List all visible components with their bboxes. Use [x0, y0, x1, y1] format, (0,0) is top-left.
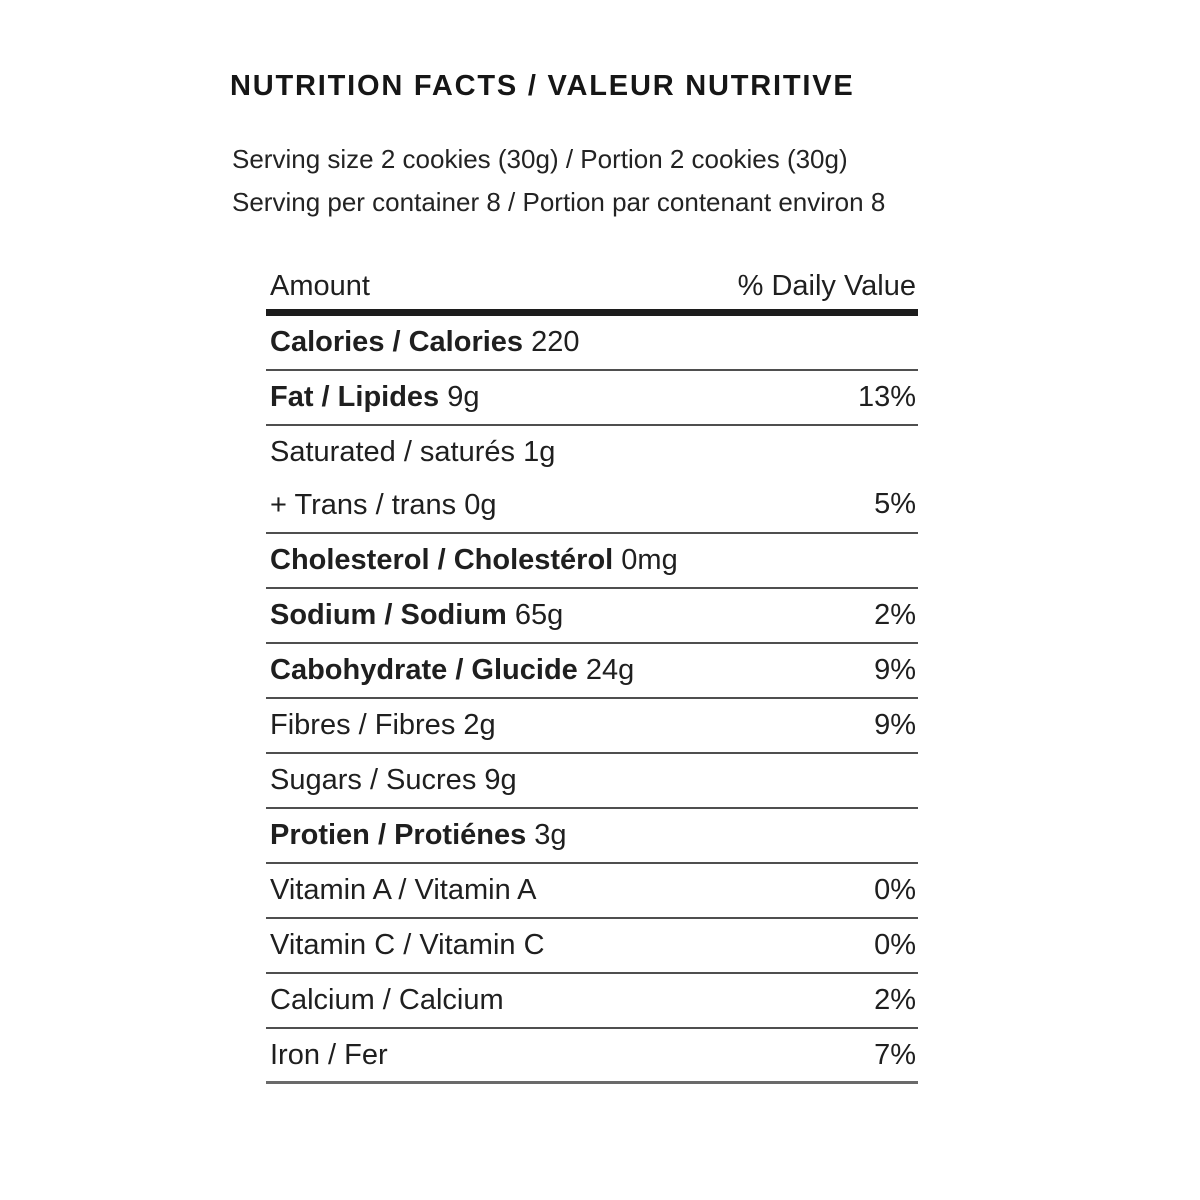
nutrient-amount: 9g [447, 381, 480, 413]
nutrient-name: Cholesterol / Cholestérol [270, 544, 614, 576]
nutrient-name: Protien / Protiénes [270, 819, 527, 851]
nutrient-amount: 220 [531, 326, 580, 358]
servings-per-container-line: Serving per container 8 / Portion par co… [232, 187, 886, 217]
daily-value-percent: 0% [874, 874, 916, 906]
table-row-protein: Protien / Protiénes 3g [266, 809, 918, 864]
daily-value-percent: 5% [874, 488, 916, 520]
daily-value-percent: 9% [874, 654, 916, 686]
serving-size-line: Serving size 2 cookies (30g) / Portion 2… [232, 144, 848, 174]
nutrient-name: Iron / Fer [270, 1038, 388, 1071]
nutrient-amount: 1g [523, 436, 556, 468]
table-row-fibre: Fibres / Fibres 2g 9% [266, 699, 918, 754]
nutrient-amount: 3g [534, 819, 567, 851]
table-header-row: Amount % Daily Value [266, 270, 918, 316]
nutrient-name: Calcium / Calcium [270, 984, 504, 1016]
serving-info: Serving size 2 cookies (30g) / Portion 2… [232, 138, 885, 224]
nutrient-amount: 0mg [621, 544, 678, 576]
nutrient-name: Saturated / saturés [270, 436, 516, 468]
table-row-calories: Calories / Calories 220 [266, 316, 918, 371]
nutrient-name: Fibres / Fibres [270, 709, 456, 741]
nutrient-name: Calories / Calories [270, 326, 524, 358]
nutrient-amount: 2g [463, 709, 496, 741]
daily-value-percent: 0% [874, 929, 916, 961]
nutrient-name: Fat / Lipides [270, 381, 440, 413]
daily-value-column-header: % Daily Value [737, 270, 916, 302]
nutrient-amount: 9g [484, 764, 517, 796]
table-row-vitamin-a: Vitamin A / Vitamin A 0% [266, 864, 918, 919]
nutrient-name: Sodium / Sodium [270, 599, 507, 631]
nutrient-name: + Trans / trans [270, 489, 457, 521]
table-row-iron: Iron / Fer 7% [266, 1029, 918, 1084]
nutrient-name: Vitamin C / Vitamin C [270, 929, 545, 961]
table-row-vitamin-c: Vitamin C / Vitamin C 0% [266, 919, 918, 974]
table-row-calcium: Calcium / Calcium 2% [266, 974, 918, 1029]
nutrient-amount: 24g [585, 654, 635, 686]
daily-value-percent: 13% [857, 381, 916, 413]
table-row-sodium: Sodium / Sodium 65g 2% [266, 589, 918, 644]
table-row-saturated-trans: Saturated / saturés 1g + Trans / trans 0… [266, 426, 918, 534]
amount-column-header: Amount [270, 270, 370, 302]
nutrient-amount: 65g [514, 599, 564, 631]
nutrient-amount: 0g [464, 489, 497, 521]
table-row-cholesterol: Cholesterol / Cholestérol 0mg [266, 534, 918, 589]
nutrient-name: Cabohydrate / Glucide [270, 654, 578, 686]
label-title: NUTRITION FACTS / VALEUR NUTRITIVE [230, 70, 855, 102]
daily-value-percent: 2% [874, 599, 916, 631]
nutrient-name: Sugars / Sucres [270, 764, 477, 796]
daily-value-percent: 7% [874, 1038, 916, 1071]
daily-value-percent: 2% [874, 984, 916, 1016]
table-row-carbohydrate: Cabohydrate / Glucide 24g 9% [266, 644, 918, 699]
nutrition-table: Amount % Daily Value Calories / Calories… [266, 270, 918, 1084]
table-row-sugars: Sugars / Sucres 9g [266, 754, 918, 809]
daily-value-percent: 9% [874, 709, 916, 741]
nutrient-name: Vitamin A / Vitamin A [270, 874, 537, 906]
table-row-fat: Fat / Lipides 9g 13% [266, 371, 918, 426]
